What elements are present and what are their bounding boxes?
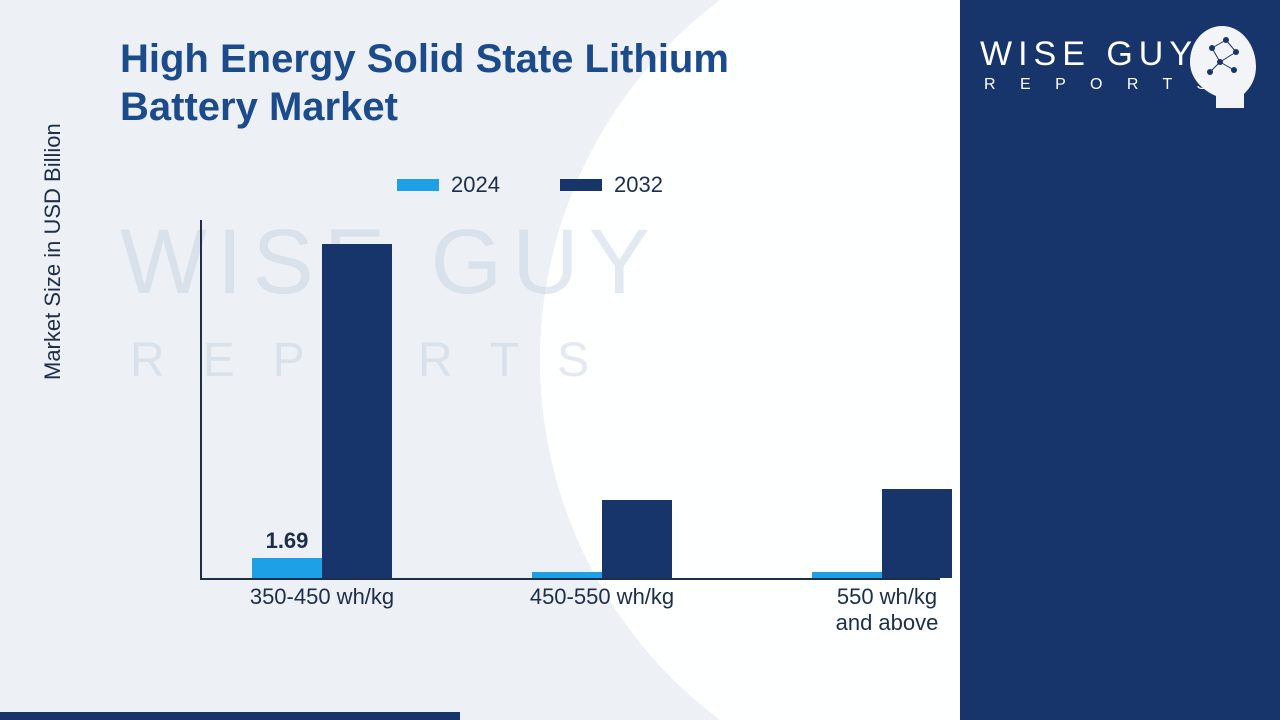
bar-2032 [882, 489, 952, 579]
plot-area: 1.69350-450 wh/kg450-550 wh/kg550 wh/kg … [200, 220, 940, 580]
brand-subtitle: R E P O R T S [984, 76, 1250, 94]
legend-swatch-2032 [560, 179, 602, 191]
legend: 2024 2032 [120, 172, 940, 198]
bar-value-label: 1.69 [246, 528, 328, 554]
legend-label-2024: 2024 [451, 172, 500, 198]
legend-item-2032: 2032 [560, 172, 663, 198]
legend-swatch-2024 [397, 179, 439, 191]
x-axis-label: 350-450 wh/kg [242, 578, 402, 610]
chart: 2024 2032 1.69350-450 wh/kg450-550 wh/kg… [120, 200, 940, 580]
legend-label-2032: 2032 [614, 172, 663, 198]
page-title: High Energy Solid State Lithium Battery … [120, 35, 800, 131]
bar-2032 [322, 244, 392, 578]
brand-wordmark: WISE GUY R E P O R T S [980, 35, 1250, 94]
brand-name: WISE GUY [980, 35, 1250, 74]
x-axis-label: 450-550 wh/kg [522, 578, 682, 610]
x-axis-label: 550 wh/kg and above [832, 578, 942, 637]
bar-2024 [252, 558, 322, 578]
y-axis-label: Market Size in USD Billion [40, 123, 66, 380]
bar-2032 [602, 500, 672, 578]
bottom-accent-strip [0, 712, 460, 720]
legend-item-2024: 2024 [397, 172, 500, 198]
